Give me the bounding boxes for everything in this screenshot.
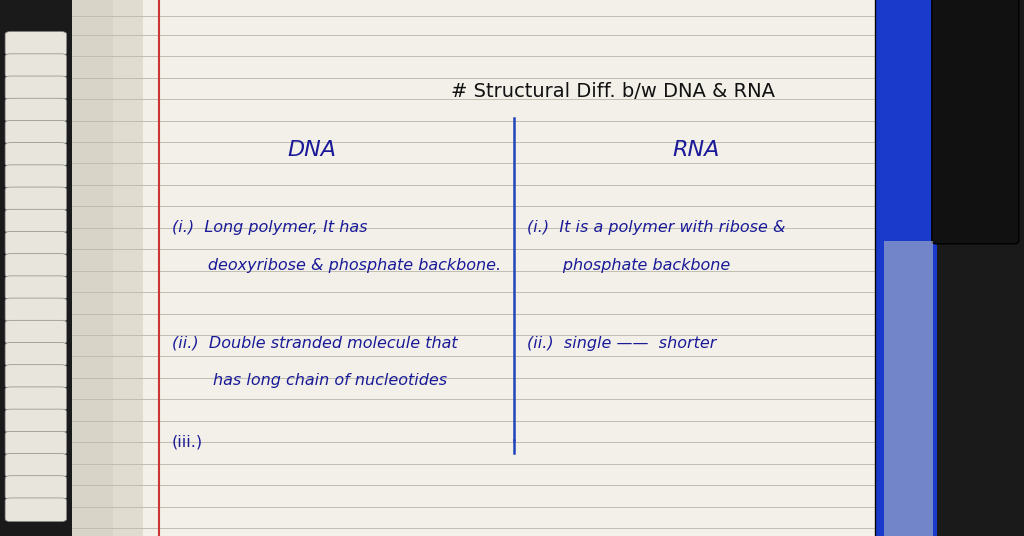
- FancyBboxPatch shape: [5, 32, 67, 55]
- Bar: [143, 0, 942, 536]
- FancyBboxPatch shape: [5, 76, 67, 100]
- Bar: [881, 0, 937, 241]
- FancyBboxPatch shape: [5, 453, 67, 477]
- Text: deoxyribose & phosphate backbone.: deoxyribose & phosphate backbone.: [172, 258, 501, 273]
- FancyBboxPatch shape: [876, 0, 942, 536]
- Text: (i.)  It is a polymer with ribose &: (i.) It is a polymer with ribose &: [527, 220, 785, 235]
- FancyBboxPatch shape: [5, 187, 67, 211]
- Text: # Structural Diff. b/w DNA & RNA: # Structural Diff. b/w DNA & RNA: [451, 81, 774, 101]
- FancyBboxPatch shape: [5, 121, 67, 144]
- FancyBboxPatch shape: [5, 364, 67, 388]
- FancyBboxPatch shape: [5, 431, 67, 455]
- FancyBboxPatch shape: [5, 343, 67, 366]
- FancyBboxPatch shape: [5, 143, 67, 166]
- FancyBboxPatch shape: [5, 409, 67, 433]
- FancyBboxPatch shape: [5, 298, 67, 322]
- FancyBboxPatch shape: [5, 387, 67, 411]
- Text: has long chain of nucleotides: has long chain of nucleotides: [172, 373, 447, 388]
- FancyBboxPatch shape: [5, 165, 67, 189]
- Bar: [72, 0, 133, 536]
- Bar: [937, 0, 1024, 536]
- FancyBboxPatch shape: [5, 321, 67, 344]
- Text: DNA: DNA: [288, 140, 337, 160]
- FancyBboxPatch shape: [5, 54, 67, 77]
- FancyBboxPatch shape: [932, 0, 1019, 244]
- Text: (ii.)  single ——  shorter: (ii.) single —— shorter: [527, 336, 717, 351]
- Bar: [113, 0, 154, 536]
- FancyBboxPatch shape: [5, 98, 67, 122]
- FancyBboxPatch shape: [5, 209, 67, 233]
- Bar: [884, 241, 933, 536]
- Text: phosphate backbone: phosphate backbone: [527, 258, 730, 273]
- FancyBboxPatch shape: [5, 276, 67, 300]
- Text: (iii.): (iii.): [172, 435, 203, 450]
- FancyBboxPatch shape: [5, 254, 67, 277]
- FancyBboxPatch shape: [5, 232, 67, 255]
- FancyBboxPatch shape: [5, 476, 67, 500]
- Bar: [0, 0, 72, 536]
- Text: (i.)  Long polymer, It has: (i.) Long polymer, It has: [172, 220, 368, 235]
- Text: RNA: RNA: [673, 140, 720, 160]
- FancyBboxPatch shape: [5, 498, 67, 522]
- Text: (ii.)  Double stranded molecule that: (ii.) Double stranded molecule that: [172, 336, 458, 351]
